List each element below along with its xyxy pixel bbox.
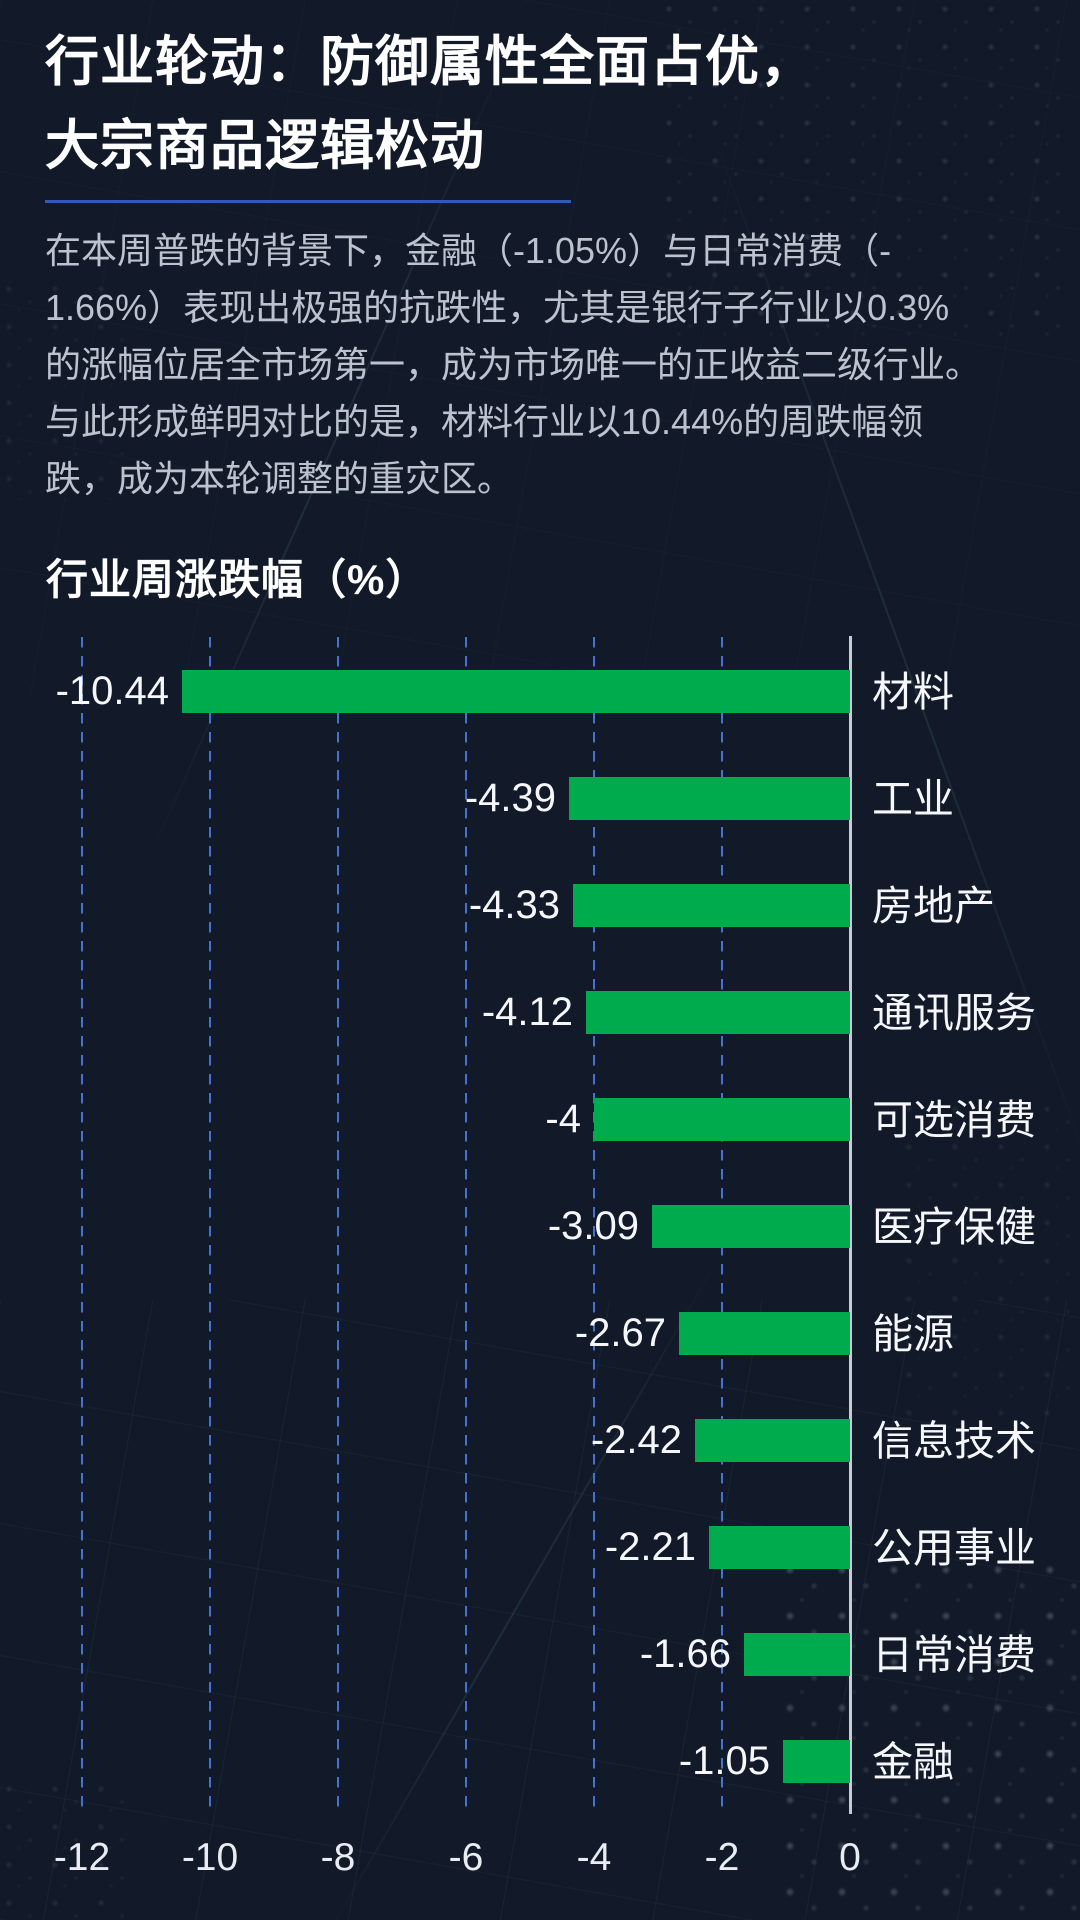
- bar-category-label: 日常消费: [872, 1632, 1036, 1678]
- bar-value-label: -4: [545, 1097, 581, 1141]
- zero-axis-line: [849, 636, 852, 1814]
- bar-value-label: -4.39: [464, 776, 556, 820]
- grid-line: [209, 637, 211, 1813]
- bar-category-label: 可选消费: [872, 1097, 1036, 1143]
- x-axis-tick-label: -10: [181, 1836, 239, 1879]
- bar-value-label: -1.05: [678, 1739, 770, 1783]
- x-axis-tick-label: -6: [448, 1836, 484, 1879]
- bar-value-label: -4.33: [468, 883, 560, 927]
- bar-category-label: 医疗保健: [872, 1204, 1036, 1250]
- intro-line: 与此形成鲜明对比的是，材料行业以10.44%的周跌幅领: [45, 401, 924, 442]
- x-axis-tick-label: 0: [839, 1836, 861, 1879]
- x-axis-tick-label: -12: [53, 1836, 111, 1879]
- x-axis-tick-label: -8: [320, 1836, 356, 1879]
- bar: [594, 1098, 850, 1141]
- bar-category-label: 材料: [872, 669, 954, 715]
- intro-line: 1.66%）表现出极强的抗跌性，尤其是银行子行业以0.3%: [45, 287, 950, 328]
- page-title-line1: 行业轮动：防御属性全面占优，: [45, 32, 815, 92]
- intro-paragraph: 在本周普跌的背景下，金融（-1.05%）与日常消费（- 1.66%）表现出极强的…: [45, 222, 981, 507]
- bar: [695, 1419, 850, 1462]
- grid-line: [337, 637, 339, 1813]
- bar-category-label: 金融: [872, 1739, 954, 1785]
- bar-value-label: -2.42: [590, 1418, 682, 1462]
- bar-category-label: 房地产: [872, 883, 995, 929]
- x-axis-tick-label: -2: [704, 1836, 740, 1879]
- bar-category-label: 通讯服务: [872, 990, 1036, 1036]
- bar: [586, 991, 850, 1034]
- bar-value-label: -3.09: [547, 1204, 639, 1248]
- bar-value-label: -2.67: [574, 1311, 666, 1355]
- bar-value-label: -10.44: [55, 669, 169, 713]
- intro-line: 跌，成为本轮调整的重灾区。: [45, 458, 514, 499]
- bar-category-label: 能源: [872, 1311, 954, 1357]
- bar-category-label: 公用事业: [872, 1525, 1036, 1571]
- bar-value-label: -4.12: [481, 990, 573, 1034]
- grid-line: [593, 637, 595, 1813]
- bar-category-label: 信息技术: [872, 1418, 1036, 1464]
- page-title: 行业轮动：防御属性全面占优， 大宗商品逻辑松动: [45, 20, 1045, 188]
- bar: [709, 1526, 850, 1569]
- x-axis-tick-label: -4: [576, 1836, 612, 1879]
- grid-line: [465, 637, 467, 1813]
- bar: [569, 777, 850, 820]
- bar: [679, 1312, 850, 1355]
- grid-line: [81, 637, 83, 1813]
- bar: [652, 1205, 850, 1248]
- bar: [182, 670, 850, 713]
- intro-line: 的涨幅位居全市场第一，成为市场唯一的正收益二级行业。: [45, 344, 982, 385]
- bar: [573, 884, 850, 927]
- bar: [783, 1740, 850, 1783]
- chart-title: 行业周涨跌幅（%）: [46, 556, 429, 603]
- bar: [744, 1633, 850, 1676]
- bar-value-label: -1.66: [639, 1632, 731, 1676]
- bar-category-label: 工业: [872, 776, 954, 822]
- intro-line: 在本周普跌的背景下，金融（-1.05%）与日常消费（-: [45, 230, 892, 271]
- title-underline: [45, 200, 571, 203]
- page-title-line2: 大宗商品逻辑松动: [45, 116, 485, 176]
- bar-value-label: -2.21: [604, 1525, 696, 1569]
